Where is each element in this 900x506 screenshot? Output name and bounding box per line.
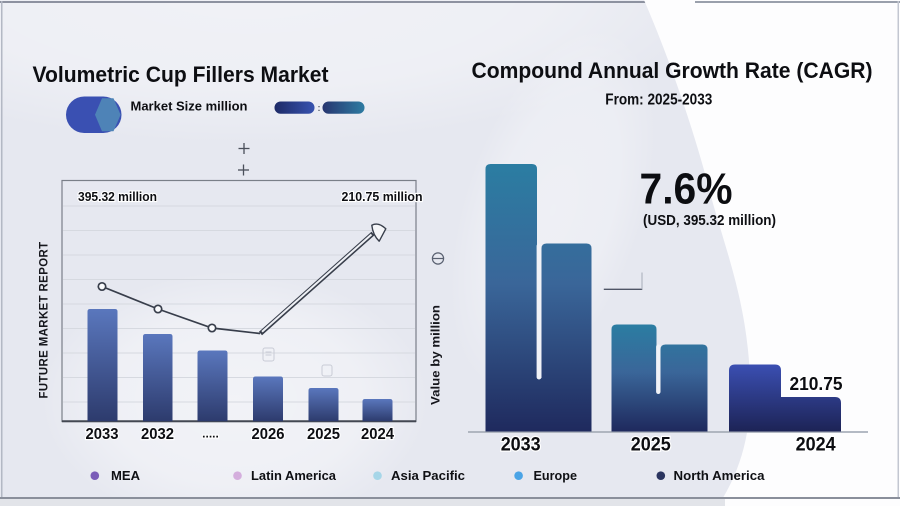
svg-text:.....: ..... [202,427,219,441]
svg-text:2032: 2032 [141,426,174,443]
svg-text:Volumetric Cup Fillers Market: Volumetric Cup Fillers Market [33,62,330,87]
svg-text:2033: 2033 [501,435,541,456]
svg-text:Value by million: Value by million [429,305,443,405]
svg-text:2026: 2026 [252,426,285,443]
svg-text::: : [318,103,321,113]
svg-text:210.75 million: 210.75 million [342,189,423,204]
svg-text:(USD, 395.32 million): (USD, 395.32 million) [643,212,776,229]
svg-text:MEA: MEA [111,468,141,483]
svg-text:Asia Pacific: Asia Pacific [391,468,465,483]
svg-text:2025: 2025 [307,426,340,443]
svg-text:2024: 2024 [796,435,836,456]
svg-text:7.6%: 7.6% [640,166,733,214]
svg-text:Market Size million: Market Size million [131,99,248,114]
svg-text:2024: 2024 [361,426,394,443]
svg-text:Latin America: Latin America [251,468,337,483]
svg-text:2033: 2033 [86,426,119,443]
svg-text:From: 2025-2033: From: 2025-2033 [605,92,712,109]
svg-text:210.75: 210.75 [790,373,843,394]
svg-text:Europe: Europe [534,468,578,483]
svg-text:Compound Annual Growth Rate (C: Compound Annual Growth Rate (CAGR) [472,58,873,83]
svg-text:395.32 million: 395.32 million [78,189,157,204]
svg-text:FUTURE MARKET REPORT: FUTURE MARKET REPORT [39,242,51,399]
svg-text:North America: North America [674,468,766,483]
svg-text:2025: 2025 [631,435,671,456]
